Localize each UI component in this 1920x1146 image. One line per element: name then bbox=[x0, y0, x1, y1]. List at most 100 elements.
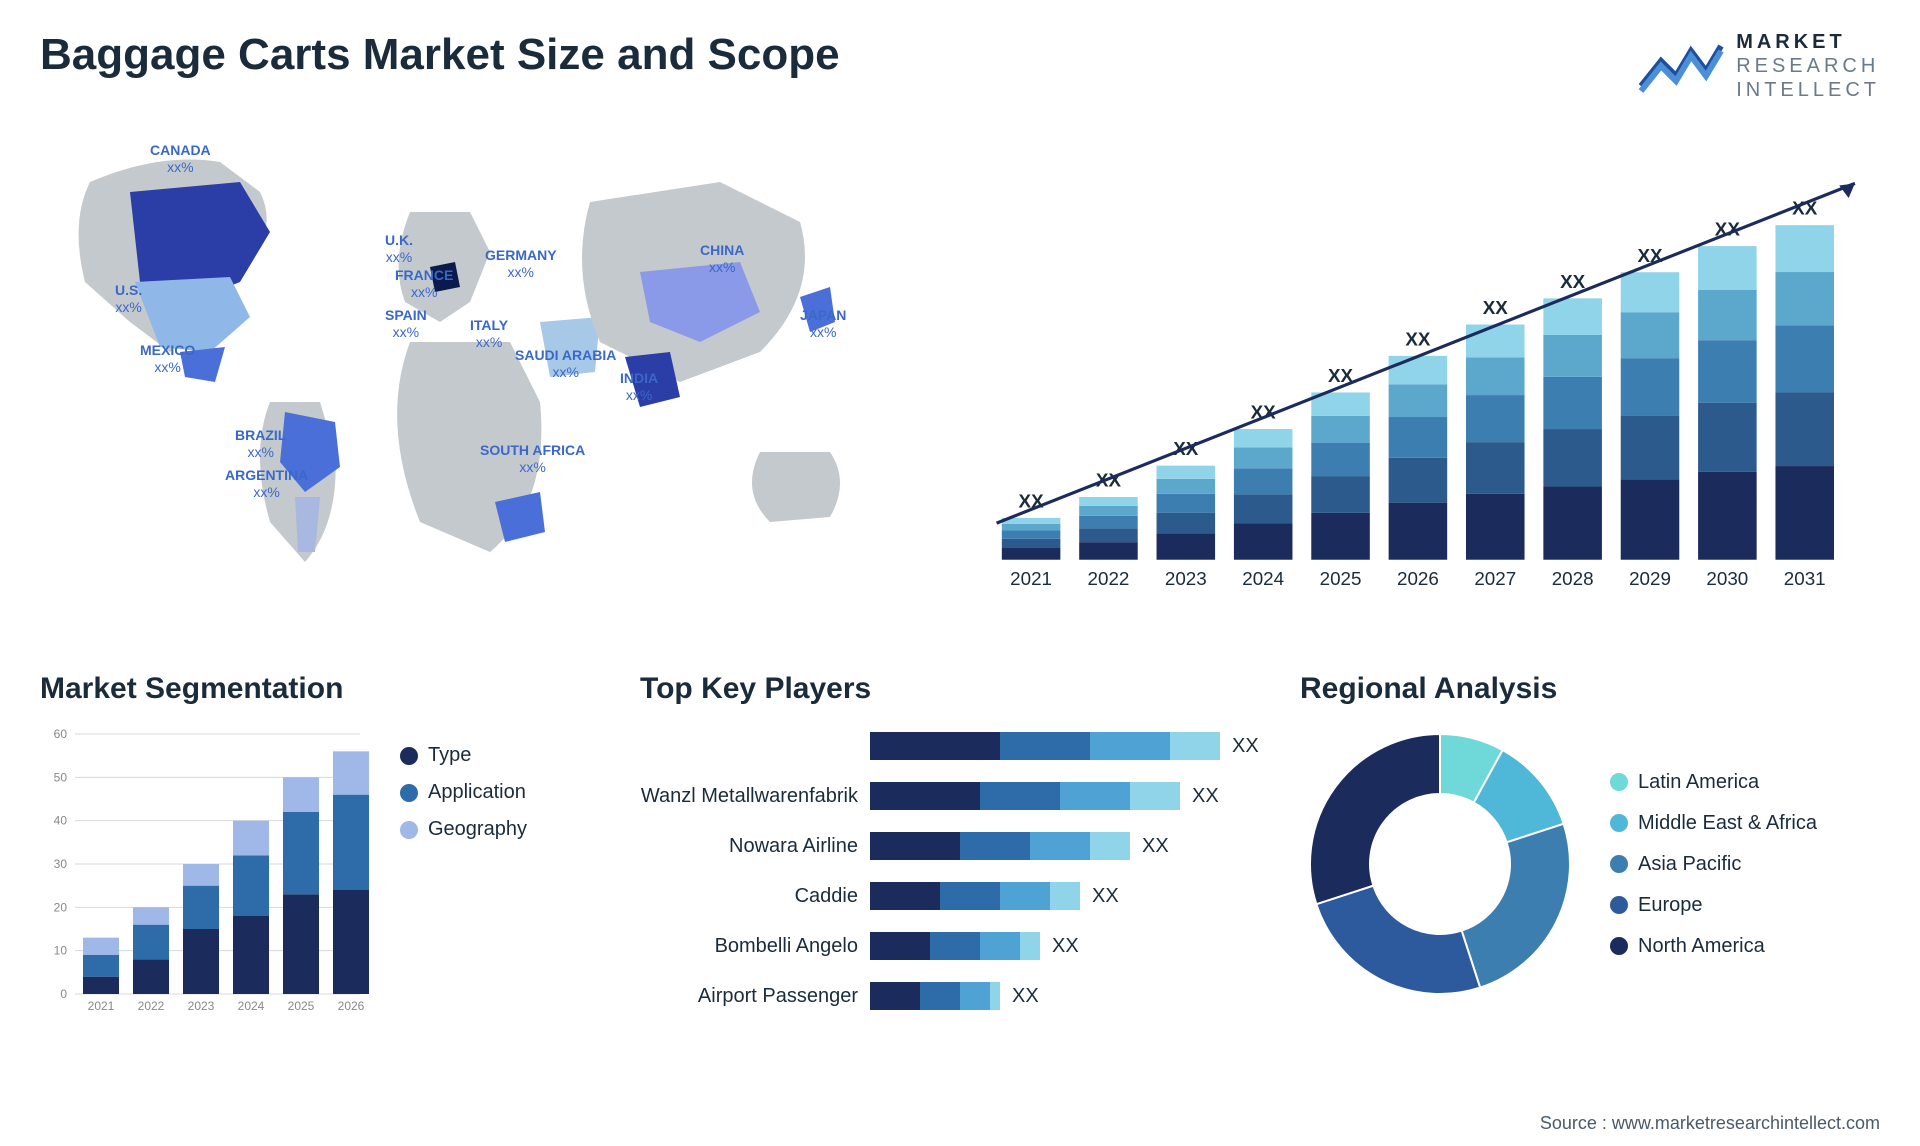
svg-text:60: 60 bbox=[54, 727, 68, 741]
segmentation-panel: Market Segmentation 01020304050602021202… bbox=[40, 672, 600, 1052]
legend-label: Middle East & Africa bbox=[1638, 812, 1817, 835]
world-map-panel: CANADAxx% U.S.xx% MEXICOxx% BRAZILxx% ARGENT… bbox=[40, 122, 920, 642]
player-name: Wanzl Metallwarenfabrik bbox=[640, 785, 870, 808]
svg-text:2022: 2022 bbox=[1088, 568, 1130, 589]
player-row: Airport PassengerXX bbox=[640, 974, 1260, 1018]
logo-line3: INTELLECT bbox=[1736, 78, 1880, 102]
player-bar-segment bbox=[1050, 882, 1080, 910]
legend-swatch bbox=[1610, 773, 1628, 791]
player-bar-segment bbox=[980, 932, 1020, 960]
legend-label: Latin America bbox=[1638, 771, 1759, 794]
player-value: XX bbox=[1232, 735, 1259, 758]
player-row: Bombelli Angelo XX bbox=[640, 924, 1260, 968]
players-list: XXWanzl MetallwarenfabrikXXNowara Airlin… bbox=[640, 724, 1260, 1018]
player-bar-segment bbox=[1000, 732, 1090, 760]
svg-text:20: 20 bbox=[54, 900, 68, 914]
svg-text:40: 40 bbox=[54, 814, 68, 828]
map-label: ARGENTINAxx% bbox=[225, 467, 308, 501]
map-label: INDIAxx% bbox=[620, 370, 658, 404]
svg-text:2030: 2030 bbox=[1706, 568, 1748, 589]
svg-text:2024: 2024 bbox=[1242, 568, 1284, 589]
player-bar-segment bbox=[870, 882, 940, 910]
players-title: Top Key Players bbox=[640, 672, 1260, 706]
svg-text:2021: 2021 bbox=[1010, 568, 1052, 589]
bottom-row: Market Segmentation 01020304050602021202… bbox=[40, 672, 1880, 1052]
map-label: SAUDI ARABIAxx% bbox=[515, 347, 616, 381]
segmentation-content: 0102030405060202120222023202420252026 Ty… bbox=[40, 724, 600, 1024]
logo-line1: MARKET bbox=[1736, 30, 1880, 54]
svg-text:2022: 2022 bbox=[138, 999, 165, 1013]
player-bar-segment bbox=[990, 982, 1000, 1010]
map-label: MEXICOxx% bbox=[140, 342, 195, 376]
player-bar-segment bbox=[1090, 832, 1130, 860]
svg-text:2029: 2029 bbox=[1629, 568, 1671, 589]
legend-item: Type bbox=[400, 744, 527, 767]
header: Baggage Carts Market Size and Scope MARK… bbox=[40, 30, 1880, 102]
player-bar-segment bbox=[1000, 882, 1050, 910]
player-bar bbox=[870, 982, 1000, 1010]
player-bar-segment bbox=[870, 832, 960, 860]
legend-label: Europe bbox=[1638, 894, 1703, 917]
player-value: XX bbox=[1012, 985, 1039, 1008]
player-name: Bombelli Angelo bbox=[640, 935, 870, 958]
svg-text:2026: 2026 bbox=[338, 999, 365, 1013]
region-donut bbox=[1300, 724, 1580, 1004]
legend-swatch bbox=[1610, 855, 1628, 873]
legend-swatch bbox=[1610, 896, 1628, 914]
svg-text:50: 50 bbox=[54, 770, 68, 784]
legend-swatch bbox=[1610, 814, 1628, 832]
player-bar-segment bbox=[1020, 932, 1040, 960]
map-label: U.K.xx% bbox=[385, 232, 413, 266]
player-bar-segment bbox=[940, 882, 1000, 910]
player-bar bbox=[870, 832, 1130, 860]
svg-text:XX: XX bbox=[1483, 297, 1509, 318]
player-bar-segment bbox=[870, 782, 980, 810]
svg-text:10: 10 bbox=[54, 944, 68, 958]
segmentation-title: Market Segmentation bbox=[40, 672, 600, 706]
legend-label: Type bbox=[428, 744, 471, 767]
map-label: ITALYxx% bbox=[470, 317, 508, 351]
svg-text:2023: 2023 bbox=[188, 999, 215, 1013]
player-bar bbox=[870, 732, 1220, 760]
svg-text:2027: 2027 bbox=[1474, 568, 1516, 589]
player-bar-segment bbox=[980, 782, 1060, 810]
player-row: Wanzl Metallwarenfabrik XX bbox=[640, 774, 1260, 818]
svg-text:XX: XX bbox=[1560, 271, 1586, 292]
top-row: CANADAxx% U.S.xx% MEXICOxx% BRAZILxx% ARGENT… bbox=[40, 122, 1880, 642]
legend-swatch bbox=[1610, 937, 1628, 955]
map-label: GERMANYxx% bbox=[485, 247, 557, 281]
region-legend-item: Latin America bbox=[1610, 771, 1817, 794]
player-value: XX bbox=[1142, 835, 1169, 858]
legend-label: Asia Pacific bbox=[1638, 853, 1741, 876]
player-bar bbox=[870, 882, 1080, 910]
map-label: CANADAxx% bbox=[150, 142, 211, 176]
map-label: U.S.xx% bbox=[115, 282, 142, 316]
legend-label: Application bbox=[428, 781, 526, 804]
player-bar-segment bbox=[870, 982, 920, 1010]
source-attribution: Source : www.marketresearchintellect.com bbox=[1540, 1113, 1880, 1134]
map-label: BRAZILxx% bbox=[235, 427, 286, 461]
map-label: JAPANxx% bbox=[800, 307, 846, 341]
svg-text:2025: 2025 bbox=[288, 999, 315, 1013]
player-value: XX bbox=[1052, 935, 1079, 958]
svg-text:2023: 2023 bbox=[1165, 568, 1207, 589]
legend-swatch bbox=[400, 821, 418, 839]
player-bar bbox=[870, 932, 1040, 960]
region-panel: Regional Analysis Latin America Middle Ea… bbox=[1300, 672, 1880, 1052]
svg-text:2028: 2028 bbox=[1552, 568, 1594, 589]
svg-text:XX: XX bbox=[1405, 328, 1431, 349]
segmentation-chart: 0102030405060202120222023202420252026 bbox=[40, 724, 370, 1024]
legend-item: Application bbox=[400, 781, 527, 804]
player-bar-segment bbox=[920, 982, 960, 1010]
segmentation-legend: TypeApplicationGeography bbox=[400, 724, 527, 1024]
player-value: XX bbox=[1192, 785, 1219, 808]
svg-text:XX: XX bbox=[1637, 245, 1663, 266]
player-value: XX bbox=[1092, 885, 1119, 908]
logo-icon bbox=[1636, 36, 1726, 96]
region-title: Regional Analysis bbox=[1300, 672, 1880, 706]
svg-text:2025: 2025 bbox=[1320, 568, 1362, 589]
legend-swatch bbox=[400, 747, 418, 765]
region-legend: Latin America Middle East & Africa Asia Pa… bbox=[1610, 771, 1817, 958]
player-row: XX bbox=[640, 724, 1260, 768]
map-label: CHINAxx% bbox=[700, 242, 744, 276]
